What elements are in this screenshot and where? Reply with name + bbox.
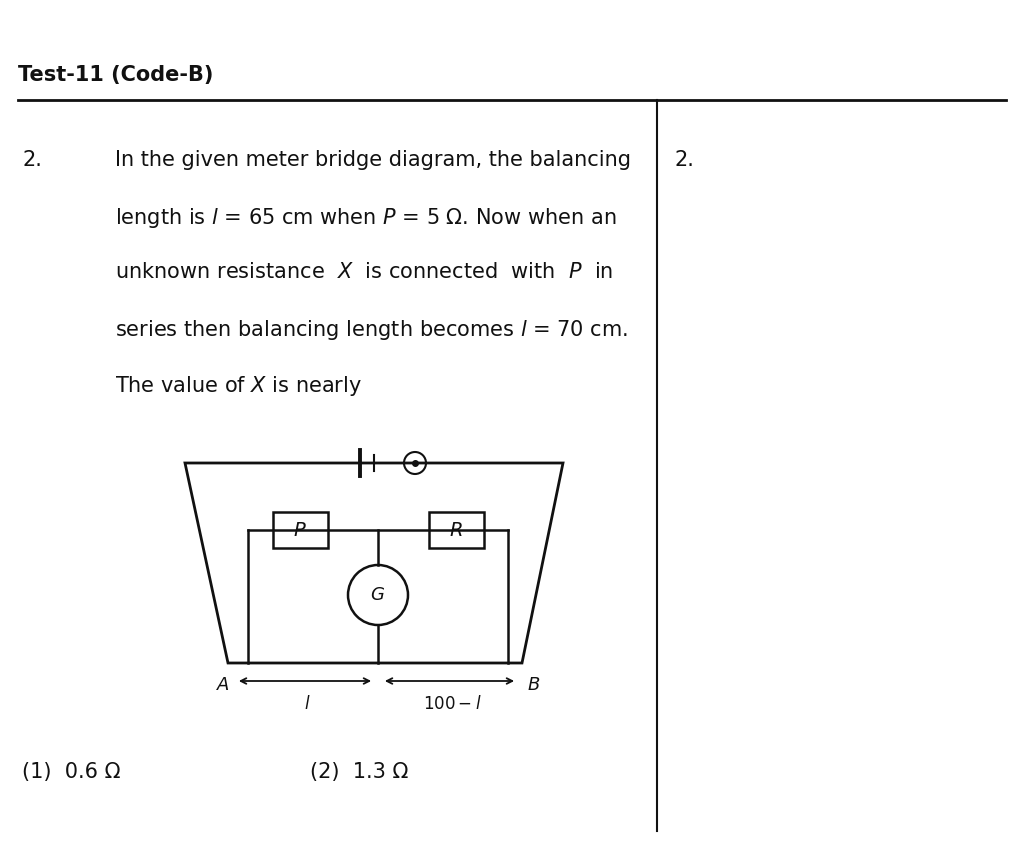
Text: series then balancing length becomes $l$ = 70 cm.: series then balancing length becomes $l$… xyxy=(115,318,628,342)
Bar xyxy=(272,512,328,548)
Text: $B$: $B$ xyxy=(527,676,541,694)
Text: $G$: $G$ xyxy=(371,586,385,604)
Text: 2.: 2. xyxy=(675,150,695,170)
Text: (2)  1.3 Ω: (2) 1.3 Ω xyxy=(310,762,409,782)
Text: $l$: $l$ xyxy=(304,695,310,713)
Text: Test-11 (Code-B): Test-11 (Code-B) xyxy=(18,65,213,85)
Text: The value of $X$ is nearly: The value of $X$ is nearly xyxy=(115,374,362,398)
Text: $100-l$: $100-l$ xyxy=(423,695,482,713)
Text: 2.: 2. xyxy=(22,150,42,170)
Text: $A$: $A$ xyxy=(216,676,230,694)
Text: length is $l$ = 65 cm when $P$ = 5 Ω. Now when an: length is $l$ = 65 cm when $P$ = 5 Ω. No… xyxy=(115,206,616,230)
Text: (1)  0.6 Ω: (1) 0.6 Ω xyxy=(22,762,121,782)
Bar xyxy=(428,512,483,548)
Text: In the given meter bridge diagram, the balancing: In the given meter bridge diagram, the b… xyxy=(115,150,631,170)
Text: $P$: $P$ xyxy=(293,521,307,539)
Text: $R$: $R$ xyxy=(450,521,463,539)
Text: unknown resistance  $X$  is connected  with  $P$  in: unknown resistance $X$ is connected with… xyxy=(115,262,613,282)
